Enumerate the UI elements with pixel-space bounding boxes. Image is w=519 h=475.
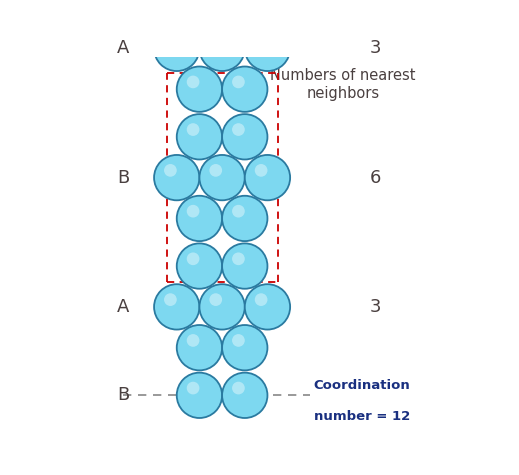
Circle shape	[177, 196, 222, 241]
Circle shape	[222, 325, 267, 370]
Circle shape	[209, 35, 222, 48]
Circle shape	[164, 35, 177, 48]
Circle shape	[187, 76, 199, 88]
Circle shape	[177, 114, 222, 160]
Circle shape	[255, 293, 267, 306]
Circle shape	[222, 373, 267, 418]
Circle shape	[245, 155, 290, 200]
Circle shape	[177, 66, 222, 112]
Text: 3: 3	[370, 39, 381, 57]
Circle shape	[154, 155, 199, 200]
Circle shape	[232, 123, 245, 136]
Circle shape	[232, 0, 245, 7]
Circle shape	[222, 243, 267, 289]
Circle shape	[255, 35, 267, 48]
Circle shape	[222, 114, 267, 160]
Circle shape	[232, 252, 245, 265]
Circle shape	[199, 155, 245, 200]
Circle shape	[245, 26, 290, 71]
Circle shape	[187, 0, 199, 7]
Circle shape	[154, 26, 199, 71]
Text: B: B	[117, 386, 129, 404]
Circle shape	[177, 325, 222, 370]
Text: B: B	[117, 169, 129, 187]
Circle shape	[232, 76, 245, 88]
Circle shape	[187, 205, 199, 218]
Circle shape	[187, 334, 199, 347]
Circle shape	[232, 382, 245, 394]
Text: Numbers of nearest: Numbers of nearest	[270, 68, 416, 83]
Text: number = 12: number = 12	[313, 410, 410, 423]
Circle shape	[222, 196, 267, 241]
Circle shape	[177, 243, 222, 289]
Text: A: A	[117, 39, 130, 57]
Circle shape	[177, 0, 222, 30]
Circle shape	[187, 252, 199, 265]
Circle shape	[199, 284, 245, 330]
Circle shape	[199, 26, 245, 71]
Circle shape	[164, 293, 177, 306]
Circle shape	[222, 0, 267, 30]
Circle shape	[187, 123, 199, 136]
Text: 6: 6	[370, 169, 381, 187]
Circle shape	[164, 164, 177, 177]
Circle shape	[222, 66, 267, 112]
Circle shape	[232, 334, 245, 347]
Circle shape	[177, 373, 222, 418]
Circle shape	[255, 164, 267, 177]
Text: neighbors: neighbors	[306, 86, 379, 101]
Circle shape	[209, 293, 222, 306]
Circle shape	[187, 382, 199, 394]
Text: 3: 3	[370, 298, 381, 316]
Text: A: A	[117, 298, 130, 316]
Text: Coordination: Coordination	[313, 379, 411, 392]
Circle shape	[154, 284, 199, 330]
Circle shape	[209, 164, 222, 177]
Circle shape	[232, 205, 245, 218]
Circle shape	[245, 284, 290, 330]
